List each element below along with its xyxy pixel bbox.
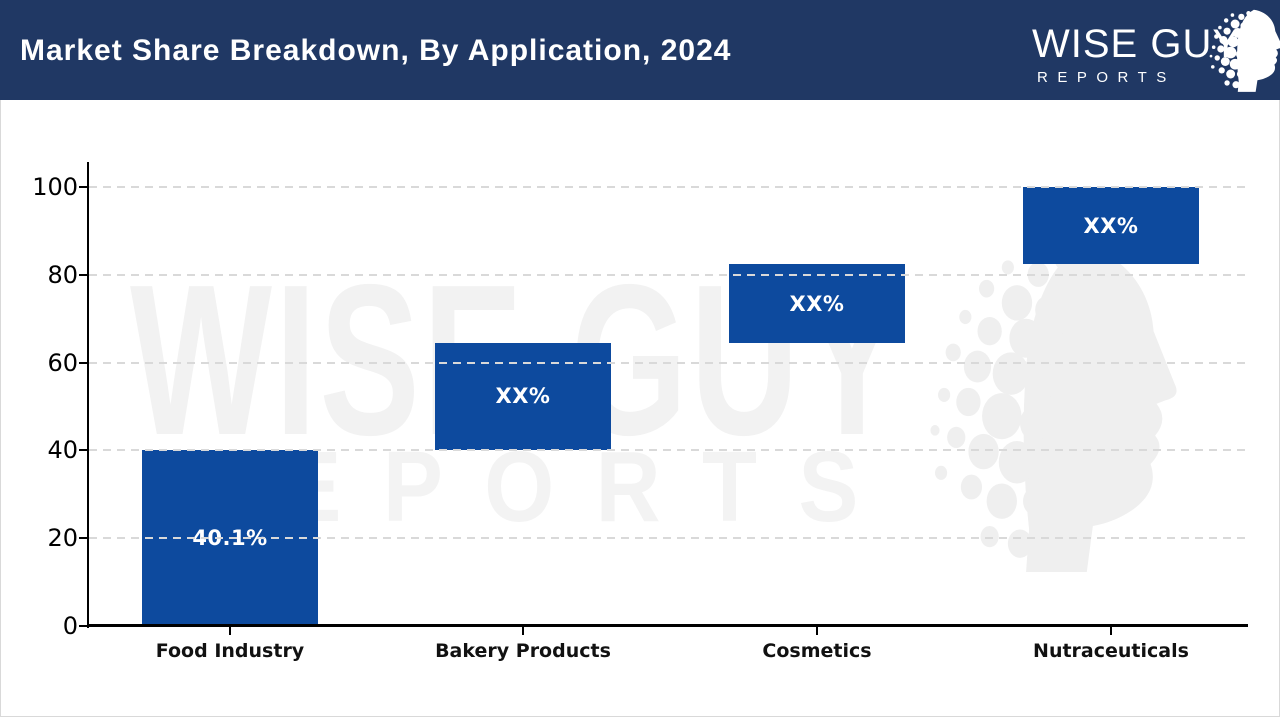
y-axis-tick <box>79 186 88 188</box>
brand-logo-text: WISE GUY <box>1032 22 1241 66</box>
x-axis-tick <box>522 627 524 635</box>
header-bar: Market Share Breakdown, By Application, … <box>0 0 1280 100</box>
bar-value-label: XX% <box>1083 213 1139 238</box>
category-label: Cosmetics <box>762 640 872 662</box>
x-axis-tick <box>816 627 818 635</box>
y-axis-tick-label: 40 <box>47 436 78 465</box>
x-axis-line <box>87 624 1248 627</box>
y-axis-tick-label: 80 <box>47 260 78 289</box>
gridline <box>89 361 1248 364</box>
bar-value-label: XX% <box>495 384 551 409</box>
gridline <box>89 186 1248 188</box>
y-axis-tick <box>79 625 88 627</box>
y-axis-tick-label: 100 <box>32 173 78 201</box>
bar-segment: XX% <box>435 342 611 450</box>
y-axis-tick-label: 0 <box>62 612 78 640</box>
category-label: Bakery Products <box>435 640 611 662</box>
x-axis-tick <box>1110 627 1112 635</box>
brand-head-icon <box>1209 9 1280 92</box>
y-axis-line <box>87 162 89 628</box>
bar-value-label: XX% <box>789 291 845 316</box>
brand-logo-subtext: REPORTS <box>1037 69 1176 86</box>
x-axis-tick <box>229 627 231 635</box>
gridline <box>89 273 1248 276</box>
bar-segment: XX% <box>729 264 905 343</box>
y-axis-tick <box>79 273 88 276</box>
gridline <box>89 449 1248 452</box>
y-axis-tick-label: 60 <box>47 348 78 377</box>
category-label: Food Industry <box>155 640 305 662</box>
bar-segment: XX% <box>1023 187 1199 265</box>
gridline <box>89 537 1248 540</box>
y-axis-tick <box>79 449 88 452</box>
category-label: Nutraceuticals <box>1033 640 1189 662</box>
y-axis-tick <box>79 537 88 540</box>
y-axis-tick-label: 20 <box>47 524 78 553</box>
y-axis-tick <box>79 361 88 364</box>
page-title: Market Share Breakdown, By Application, … <box>20 34 732 67</box>
